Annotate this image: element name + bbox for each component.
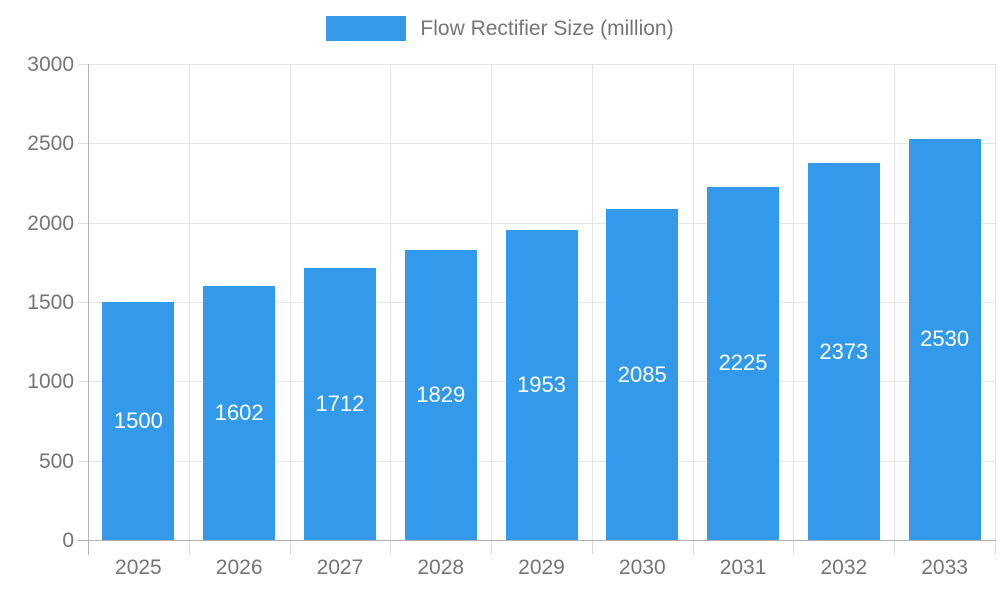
y-axis-label: 3000 <box>27 53 74 76</box>
y-axis-label: 1500 <box>27 291 74 314</box>
bar-value-label: 2225 <box>718 350 768 376</box>
bar[interactable]: 1712 <box>303 268 376 540</box>
x-axis-label: 2025 <box>115 556 162 579</box>
y-tick <box>78 381 88 383</box>
x-axis-label: 2028 <box>417 556 465 579</box>
plot-area: 1500 1602 1712 1829 1953 2085 2225 2373 2530 <box>88 64 996 540</box>
bar[interactable]: 1953 <box>505 230 578 540</box>
bar-value-label: 1500 <box>113 408 163 433</box>
x-tick <box>793 541 795 554</box>
y-axis-label: 2500 <box>27 132 74 156</box>
bar[interactable]: 2373 <box>807 163 880 540</box>
gridline-h <box>88 143 995 145</box>
bar[interactable]: 2085 <box>606 209 679 540</box>
bar[interactable]: 2225 <box>707 186 780 540</box>
x-tick <box>995 541 996 554</box>
bar-value-label: 2530 <box>920 326 970 352</box>
gridline-v <box>390 64 392 540</box>
x-tick <box>692 541 694 554</box>
x-axis-label: 2029 <box>518 556 565 579</box>
gridline-v <box>188 64 190 540</box>
y-axis-line <box>88 64 89 555</box>
x-axis-label: 2030 <box>618 556 666 579</box>
x-tick <box>289 541 291 554</box>
legend[interactable]: Flow Rectifier Size (million) <box>0 16 1000 41</box>
y-tick <box>78 302 88 303</box>
y-axis-label: 0 <box>62 529 74 552</box>
gridline-h <box>88 222 995 224</box>
x-axis-label: 2027 <box>316 556 364 579</box>
gridline-v <box>894 64 896 540</box>
y-tick <box>78 222 88 224</box>
x-axis-label: 2032 <box>820 556 868 579</box>
bar-value-label: 1712 <box>315 391 365 417</box>
gridline-h <box>88 64 995 65</box>
x-axis-label: 2033 <box>921 556 968 579</box>
bar[interactable]: 1500 <box>102 302 175 540</box>
legend-label: Flow Rectifier Size (million) <box>420 16 674 40</box>
y-axis-label: 500 <box>38 449 74 473</box>
gridline-v <box>793 64 795 540</box>
gridline-v <box>591 64 593 540</box>
y-tick <box>78 64 88 65</box>
bar-value-label: 1602 <box>214 399 264 425</box>
bar-value-label: 2085 <box>617 361 667 387</box>
y-axis-label: 2000 <box>27 211 74 235</box>
bar[interactable]: 2530 <box>908 138 981 540</box>
gridline-v <box>995 64 996 540</box>
x-axis-label: 2031 <box>719 556 767 579</box>
bar-value-label: 1829 <box>416 381 466 407</box>
bar-value-label: 2373 <box>819 338 869 364</box>
x-tick <box>491 541 493 554</box>
x-tick <box>894 541 896 554</box>
x-tick <box>591 541 593 554</box>
bar[interactable]: 1602 <box>203 285 276 540</box>
y-tick <box>78 143 88 145</box>
x-axis-label: 2026 <box>215 556 263 579</box>
x-axis-line <box>78 540 996 541</box>
y-tick <box>78 460 88 462</box>
bar-value-label: 1953 <box>517 372 566 398</box>
x-tick <box>188 541 190 554</box>
y-axis-label: 1000 <box>27 370 74 394</box>
bar[interactable]: 1829 <box>404 249 477 540</box>
x-tick <box>390 541 392 554</box>
gridline-v <box>491 64 493 540</box>
gridline-v <box>692 64 694 540</box>
legend-swatch <box>326 16 407 41</box>
gridline-v <box>289 64 291 540</box>
